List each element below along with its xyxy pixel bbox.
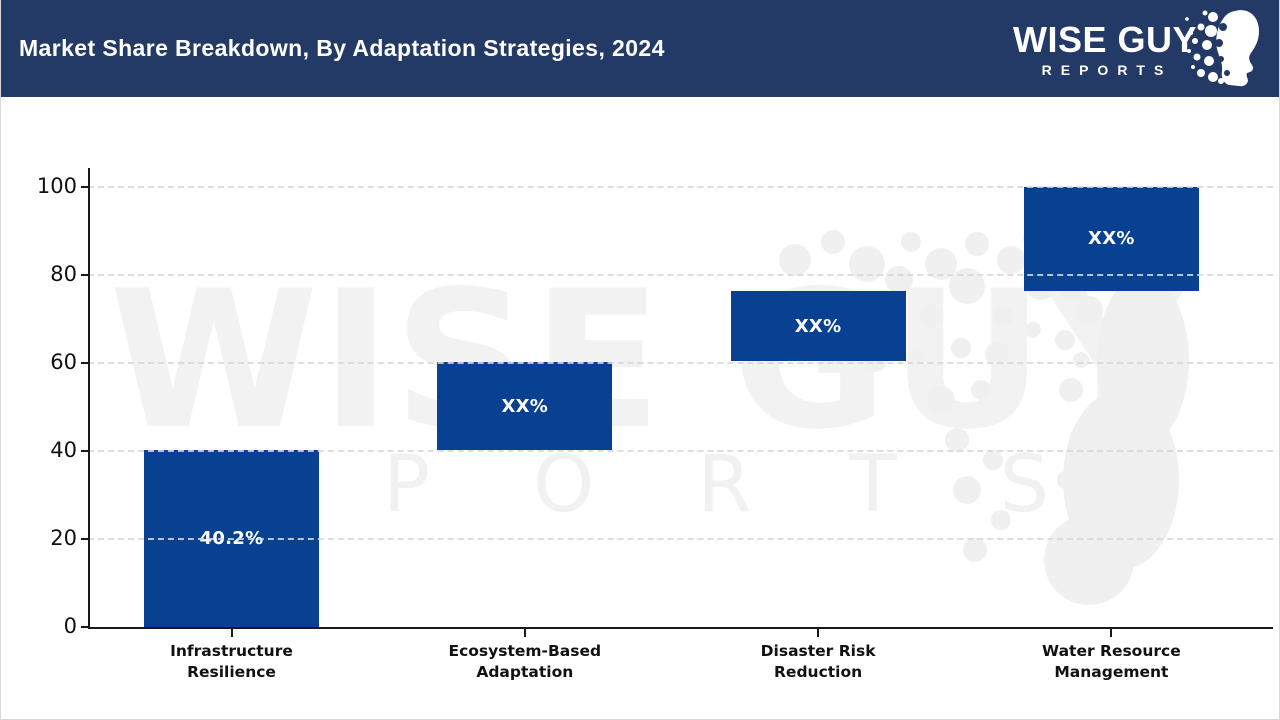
gridline-20	[88, 538, 1273, 540]
x-category-label-line: Disaster Risk	[760, 642, 876, 660]
x-category-label-line: Adaptation	[476, 663, 574, 681]
y-axis-line	[88, 168, 90, 629]
y-tick-80	[81, 274, 89, 276]
x-axis-line	[88, 627, 1273, 629]
x-category-label: Water Resource Management	[996, 641, 1226, 683]
bar-segment: XX%	[437, 362, 613, 451]
y-tick-label-40: 40	[50, 438, 77, 462]
gridline-60	[88, 362, 1273, 364]
y-tick-100	[81, 186, 89, 188]
y-tick-0	[81, 626, 89, 628]
y-tick-label-0: 0	[63, 614, 77, 638]
bar-value-label: XX%	[1088, 228, 1135, 250]
y-tick-label-20: 20	[50, 526, 77, 550]
brand-logo: WISE GUY REPORTS	[1013, 4, 1263, 94]
x-category-label-line: Water Resource	[1042, 642, 1181, 660]
brand-name: WISE GUY	[1012, 19, 1197, 60]
x-tick-1	[523, 629, 526, 637]
y-tick-60	[81, 362, 89, 364]
header-bar: Market Share Breakdown, By Adaptation St…	[1, 0, 1279, 97]
gridline-40	[88, 450, 1273, 452]
bar-segment: XX%	[730, 290, 906, 362]
y-tick-20	[81, 538, 89, 540]
y-tick-40	[81, 450, 89, 452]
x-category-label-line: Reduction	[774, 663, 863, 681]
bar-segment: XX%	[1023, 187, 1199, 291]
x-tick-3	[1110, 629, 1113, 637]
bar-value-label: XX%	[501, 395, 549, 417]
y-tick-label-80: 80	[50, 262, 77, 286]
gridline-80	[88, 274, 1273, 276]
x-tick-0	[230, 629, 233, 637]
x-tick-2	[817, 629, 820, 637]
x-category-label-line: Resilience	[187, 663, 276, 681]
bar-value-label: XX%	[794, 315, 842, 337]
y-tick-label-60: 60	[50, 350, 77, 374]
x-category-label: Infrastructure Resilience	[117, 641, 347, 683]
x-category-label: Disaster Risk Reduction	[703, 641, 933, 683]
chart-title: Market Share Breakdown, By Adaptation St…	[19, 35, 665, 61]
face-dots-icon	[1185, 10, 1259, 87]
watermark-subtext: PORTS	[383, 440, 1153, 530]
brand-wordmark: WISE GUY REPORTS	[1012, 19, 1197, 79]
x-category-label: Ecosystem-Based Adaptation	[410, 641, 640, 683]
y-tick-label-100: 100	[36, 174, 77, 198]
x-category-label-line: Ecosystem-Based	[448, 642, 602, 660]
x-category-label-line: Management	[1054, 663, 1169, 681]
gridline-100	[88, 186, 1273, 188]
brand-subname: REPORTS	[1041, 62, 1173, 78]
x-category-label-line: Infrastructure	[170, 642, 293, 660]
